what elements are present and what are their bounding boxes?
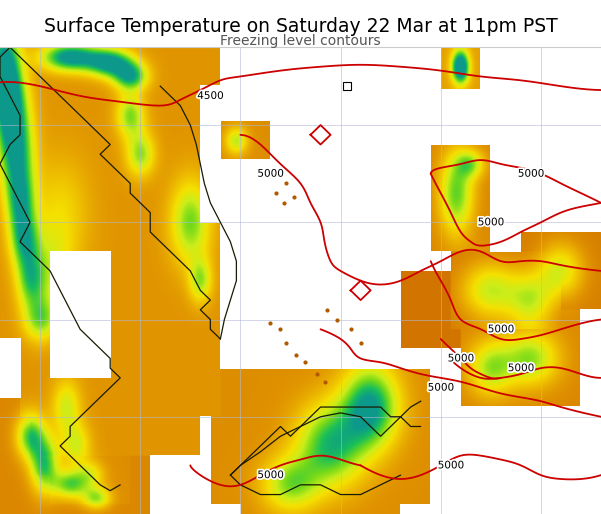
Text: 5000: 5000 (488, 324, 514, 334)
Text: 5000: 5000 (518, 169, 544, 179)
Text: 4500: 4500 (197, 91, 224, 101)
Text: 5000: 5000 (438, 461, 464, 470)
Text: 5000: 5000 (257, 169, 284, 179)
Text: Surface Temperature on Saturday 22 Mar at 11pm PST: Surface Temperature on Saturday 22 Mar a… (44, 17, 557, 36)
Text: 5000: 5000 (478, 217, 504, 227)
Text: 5000: 5000 (448, 354, 474, 363)
Text: 5000: 5000 (508, 363, 534, 373)
Text: Freezing level contours: Freezing level contours (220, 34, 381, 48)
Bar (343, 82, 350, 90)
Text: 5000: 5000 (257, 470, 284, 480)
Text: 5000: 5000 (428, 382, 454, 393)
